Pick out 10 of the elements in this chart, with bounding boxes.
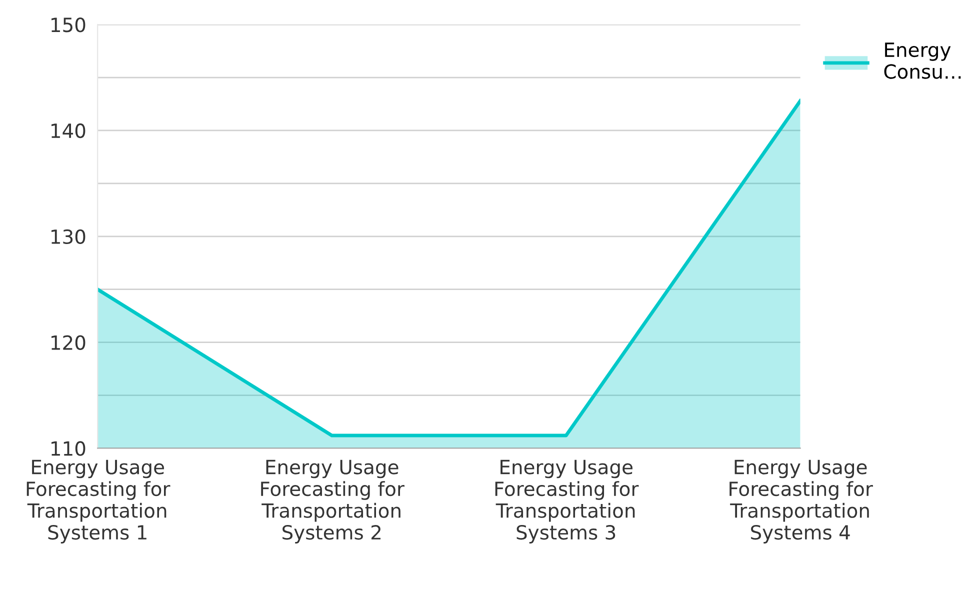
- legend-label: Energy Consu…: [884, 42, 961, 79]
- y-tick-label: 150: [52, 18, 86, 32]
- x-tick-label: Energy Usage Forecasting for Transportation Systems 1: [26, 460, 170, 544]
- x-tick-label: Energy Usage Forecasting for Transportation Systems 2: [261, 460, 404, 544]
- y-tick-label: 110: [52, 441, 86, 456]
- x-tick-label: Energy Usage Forecasting for Transportation Systems 4: [730, 460, 873, 544]
- y-tick-label: 140: [52, 123, 86, 138]
- y-tick-label: 120: [52, 335, 86, 350]
- x-tick-label: Energy Usage Forecasting for Transportation Systems 3: [495, 460, 639, 544]
- y-tick-label: 130: [52, 229, 86, 244]
